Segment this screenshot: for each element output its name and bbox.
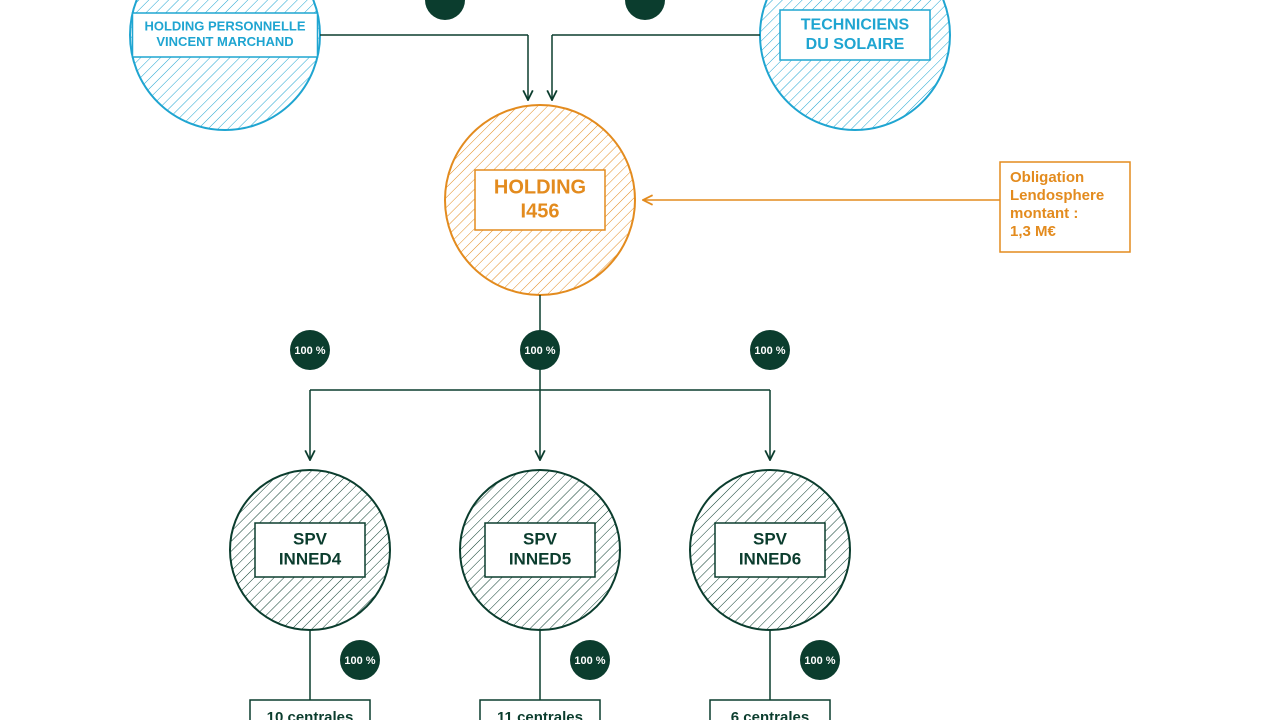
node-holding-i456-label: I456 [521, 200, 560, 222]
node-holding-personnelle-label: HOLDING PERSONNELLE [144, 19, 305, 34]
mid-pct-2: 100 % [750, 330, 790, 370]
bottom-box-label: 11 centrales [497, 709, 583, 720]
node-spv-2: SPV INNED6 [690, 470, 850, 630]
node-spv-0: SPV INNED4 [230, 470, 390, 630]
bottom-pct-1: 100 % [570, 640, 610, 680]
node-holding-i456-label: HOLDING [494, 176, 586, 198]
node-spv-1-label: INNED5 [509, 550, 571, 569]
bottom-box-2: 6 centrales [710, 700, 830, 720]
node-spv-1: SPV INNED5 [460, 470, 620, 630]
node-spv-1-label: SPV [523, 529, 558, 548]
bottom-box-1: 11 centrales [480, 700, 600, 720]
org-chart: HOLDING PERSONNELLEVINCENT MARCHAND TECHN… [0, 0, 1280, 720]
mid-pct-2-label: 100 % [754, 345, 785, 357]
mid-pct-0: 100 % [290, 330, 330, 370]
bottom-box-label: 10 centrales [267, 709, 354, 720]
top-pct-right [625, 0, 665, 20]
node-techniciens-label: TECHNICIENS [801, 17, 910, 34]
node-techniciens: TECHNICIENS DU SOLAIRE [760, 0, 950, 130]
mid-pct-0-label: 100 % [294, 345, 325, 357]
node-spv-2-label: INNED6 [739, 550, 801, 569]
bottom-pct-1-label: 100 % [574, 655, 605, 667]
bottom-pct-2: 100 % [800, 640, 840, 680]
node-holding-i456: HOLDINGI456 [445, 105, 635, 295]
node-holding-personnelle: HOLDING PERSONNELLEVINCENT MARCHAND [130, 0, 320, 130]
obligation-box: ObligationLendospheremontant :1,3 M€ [1000, 162, 1130, 252]
bottom-pct-0: 100 % [340, 640, 380, 680]
obligation-line: Lendosphere [1010, 187, 1104, 204]
bottom-box-label: 6 centrales [731, 709, 809, 720]
node-techniciens-label: DU SOLAIRE [806, 36, 905, 53]
bottom-pct-0-label: 100 % [344, 655, 375, 667]
node-spv-0-label: INNED4 [279, 550, 342, 569]
node-spv-2-label: SPV [753, 529, 788, 548]
top-pct-left [425, 0, 465, 20]
obligation-line: 1,3 M€ [1010, 223, 1057, 240]
obligation-line: montant : [1010, 205, 1078, 222]
node-holding-personnelle-label: VINCENT MARCHAND [156, 34, 293, 49]
bottom-box-0: 10 centrales [250, 700, 370, 720]
bottom-pct-2-label: 100 % [804, 655, 835, 667]
obligation-line: Obligation [1010, 169, 1084, 186]
mid-pct-1-label: 100 % [524, 345, 555, 357]
node-spv-0-label: SPV [293, 529, 328, 548]
mid-pct-1: 100 % [520, 330, 560, 370]
